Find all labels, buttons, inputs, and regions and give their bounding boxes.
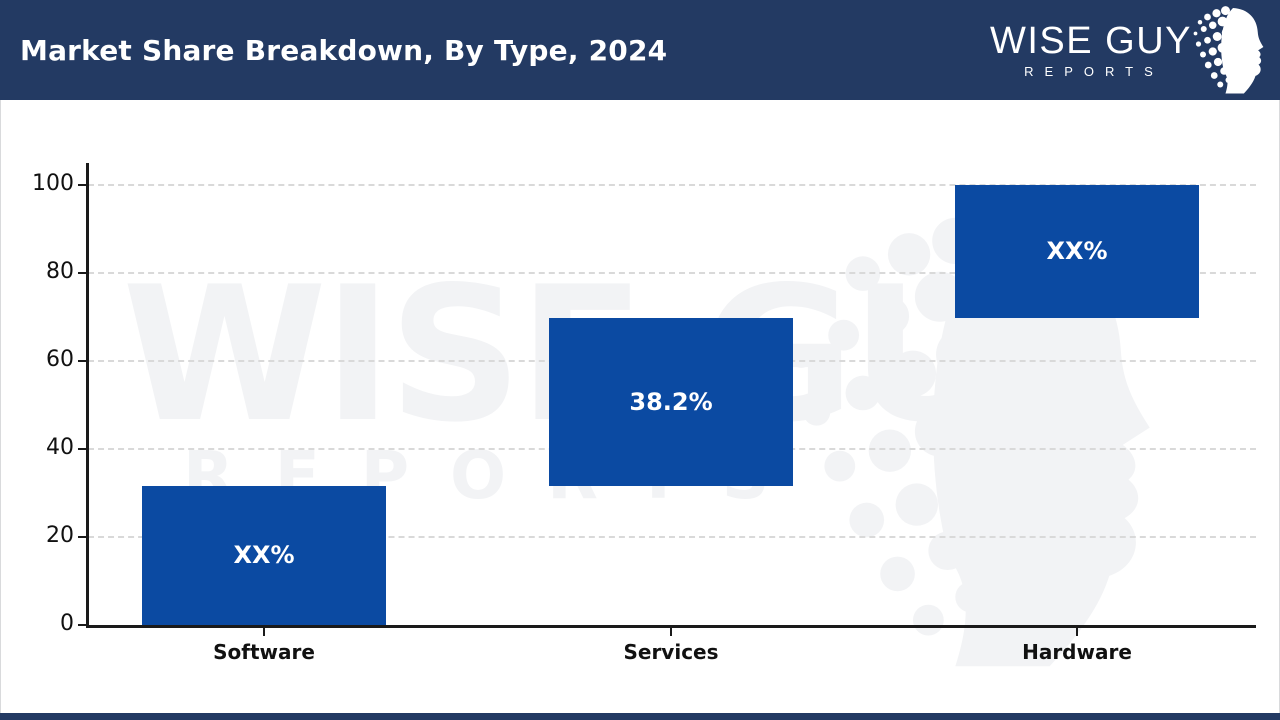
bar-value-label-services: 38.2% bbox=[629, 387, 713, 416]
y-tick-mark-20 bbox=[78, 536, 86, 538]
y-tick-label-80: 80 bbox=[46, 259, 74, 284]
x-axis-spine bbox=[86, 625, 1256, 628]
y-axis-spine bbox=[86, 163, 89, 626]
y-tick-mark-100 bbox=[78, 184, 86, 186]
category-label-hardware: Hardware bbox=[1022, 640, 1132, 664]
y-tick-label-20: 20 bbox=[46, 523, 74, 548]
x-tick-mark-software bbox=[263, 628, 265, 636]
y-tick-label-100: 100 bbox=[32, 171, 74, 196]
watermark-head-icon bbox=[791, 217, 1150, 667]
y-tick-mark-40 bbox=[78, 448, 86, 450]
category-label-software: Software bbox=[213, 640, 315, 664]
y-tick-mark-60 bbox=[78, 360, 86, 362]
logo-head-icon bbox=[1193, 6, 1264, 94]
y-tick-label-60: 60 bbox=[46, 347, 74, 372]
bar-software bbox=[142, 485, 386, 625]
bar-value-label-software: XX% bbox=[233, 541, 295, 570]
category-label-services: Services bbox=[623, 640, 719, 664]
logo-text: WISE GUY REPORTS bbox=[990, 22, 1192, 79]
bar-hardware bbox=[955, 185, 1199, 318]
logo-wordmark: WISE GUY bbox=[989, 19, 1192, 62]
grid-line-80 bbox=[88, 272, 1256, 274]
x-tick-mark-hardware bbox=[1076, 628, 1078, 636]
y-tick-mark-0 bbox=[78, 624, 86, 626]
y-tick-label-40: 40 bbox=[46, 435, 74, 460]
y-tick-mark-80 bbox=[78, 272, 86, 274]
header: Market Share Breakdown, By Type, 2024 WI… bbox=[0, 0, 1280, 100]
logo: WISE GUY REPORTS bbox=[990, 5, 1266, 95]
y-tick-label-0: 0 bbox=[60, 611, 74, 636]
grid-line-100 bbox=[88, 184, 1256, 186]
grid-line-20 bbox=[88, 536, 1256, 538]
footer-bar bbox=[0, 713, 1280, 720]
logo-subtext: REPORTS bbox=[1024, 63, 1164, 79]
x-tick-mark-services bbox=[670, 628, 672, 636]
page-title: Market Share Breakdown, By Type, 2024 bbox=[20, 33, 668, 67]
bar-value-label-hardware: XX% bbox=[1046, 237, 1108, 266]
bar-services bbox=[549, 317, 793, 486]
